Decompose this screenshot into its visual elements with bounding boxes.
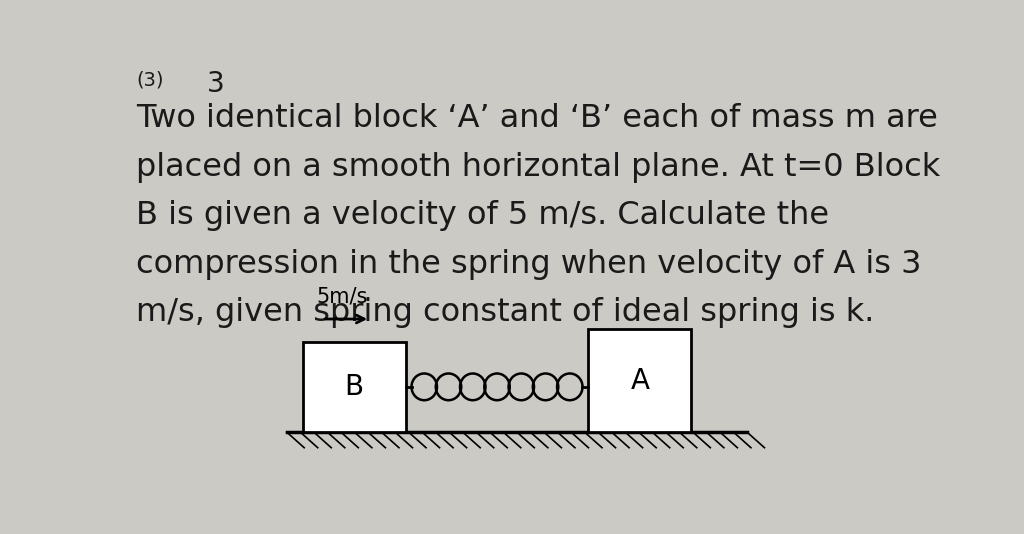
Text: A: A — [631, 367, 649, 395]
Bar — [588, 329, 691, 432]
Text: placed on a smooth horizontal plane. At t=0 Block: placed on a smooth horizontal plane. At … — [136, 152, 940, 183]
Bar — [303, 342, 406, 432]
Text: Two identical block ‘A’ and ‘B’ each of mass m are: Two identical block ‘A’ and ‘B’ each of … — [136, 103, 938, 134]
Text: B is given a velocity of 5 m/s. Calculate the: B is given a velocity of 5 m/s. Calculat… — [136, 200, 829, 231]
Text: compression in the spring when velocity of A is 3: compression in the spring when velocity … — [136, 249, 922, 280]
Text: (3): (3) — [136, 70, 164, 89]
Text: B: B — [345, 373, 364, 401]
Text: 5m/s: 5m/s — [316, 287, 368, 307]
Text: 3: 3 — [207, 70, 225, 98]
Text: m/s, given spring constant of ideal spring is k.: m/s, given spring constant of ideal spri… — [136, 297, 874, 328]
